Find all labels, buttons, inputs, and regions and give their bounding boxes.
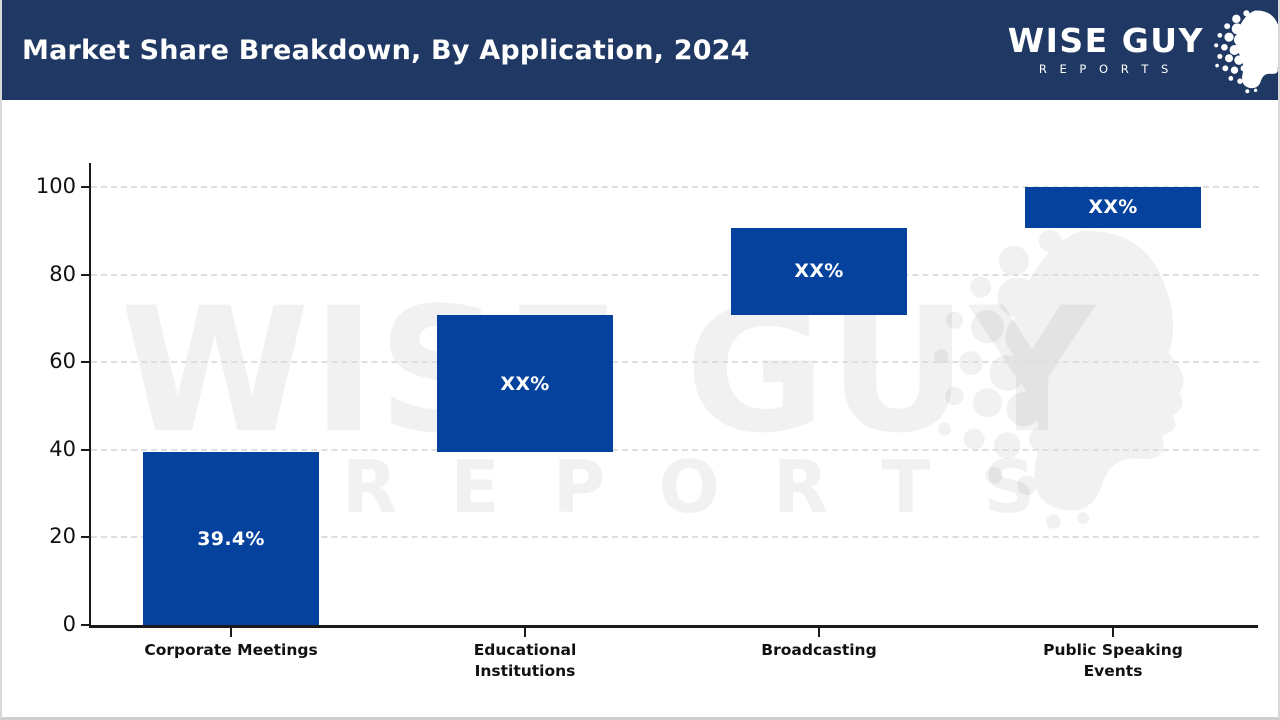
y-tick-label: 60 bbox=[49, 349, 76, 374]
brand-logo: WISE GUY R E P O R T S bbox=[1007, 6, 1278, 94]
watermark-head-icon bbox=[933, 229, 1184, 529]
x-category-label-line: Corporate Meetings bbox=[144, 641, 318, 659]
brand-subtitle: R E P O R T S bbox=[1038, 62, 1173, 76]
gridline-100 bbox=[91, 186, 1259, 188]
bar-broadcasting: XX% bbox=[731, 227, 907, 315]
brand-name: WISE GUY bbox=[1007, 21, 1204, 60]
y-tick-80 bbox=[81, 273, 90, 276]
y-axis-spine bbox=[89, 163, 91, 627]
bar-public-speaking-events: XX% bbox=[1025, 187, 1201, 228]
bar-educational-institutions: XX% bbox=[437, 314, 613, 453]
bar-corporate-meetings: 39.4% bbox=[143, 452, 319, 625]
y-tick-label: 80 bbox=[49, 261, 76, 286]
bar-value-label: XX% bbox=[500, 372, 550, 395]
watermark-subtext: R E P O R T S bbox=[342, 445, 1050, 529]
y-tick-40 bbox=[81, 448, 90, 451]
y-tick-label: 40 bbox=[49, 436, 76, 461]
y-tick-100 bbox=[81, 186, 90, 188]
y-tick-label: 100 bbox=[35, 174, 76, 198]
x-tick-public-speaking-events bbox=[1112, 628, 1114, 637]
gridline-20 bbox=[91, 536, 1259, 539]
x-tick-broadcasting bbox=[818, 628, 820, 637]
header-bar: Market Share Breakdown, By Application, … bbox=[2, 0, 1278, 100]
x-category-label-line: Broadcasting bbox=[761, 641, 877, 659]
y-tick-0 bbox=[81, 624, 90, 626]
y-tick-label: 20 bbox=[49, 524, 76, 549]
x-category-label-line: Events bbox=[1083, 662, 1143, 680]
bar-value-label: 39.4% bbox=[197, 527, 265, 550]
x-tick-educational-institutions bbox=[524, 628, 526, 637]
chart-title: Market Share Breakdown, By Application, … bbox=[22, 34, 750, 66]
gridline-40 bbox=[91, 448, 1259, 451]
y-tick-60 bbox=[81, 361, 90, 364]
x-category-label-line: Institutions bbox=[474, 662, 576, 680]
brand-head-icon bbox=[1214, 10, 1278, 94]
bar-value-label: XX% bbox=[794, 260, 844, 283]
x-axis-spine bbox=[89, 625, 1258, 628]
plot-area: WISE GUY R E P O R T S 0 20 40 60 80 100 39.4%… bbox=[2, 100, 1278, 717]
x-category-label-line: Public Speaking bbox=[1043, 641, 1183, 659]
x-category-label-broadcasting: Broadcasting bbox=[699, 640, 939, 661]
x-category-label-educational-institutions: Educational Institutions bbox=[405, 640, 645, 682]
gridline-80 bbox=[91, 273, 1259, 276]
y-tick-label: 0 bbox=[62, 612, 76, 636]
bar-value-label: XX% bbox=[1088, 196, 1138, 219]
x-category-label-line: Educational bbox=[473, 641, 577, 659]
x-category-label-corporate-meetings: Corporate Meetings bbox=[111, 640, 351, 661]
y-tick-20 bbox=[81, 536, 90, 539]
x-category-label-public-speaking-events: Public Speaking Events bbox=[993, 640, 1233, 682]
x-tick-corporate-meetings bbox=[230, 628, 232, 637]
gridline-60 bbox=[91, 361, 1259, 364]
